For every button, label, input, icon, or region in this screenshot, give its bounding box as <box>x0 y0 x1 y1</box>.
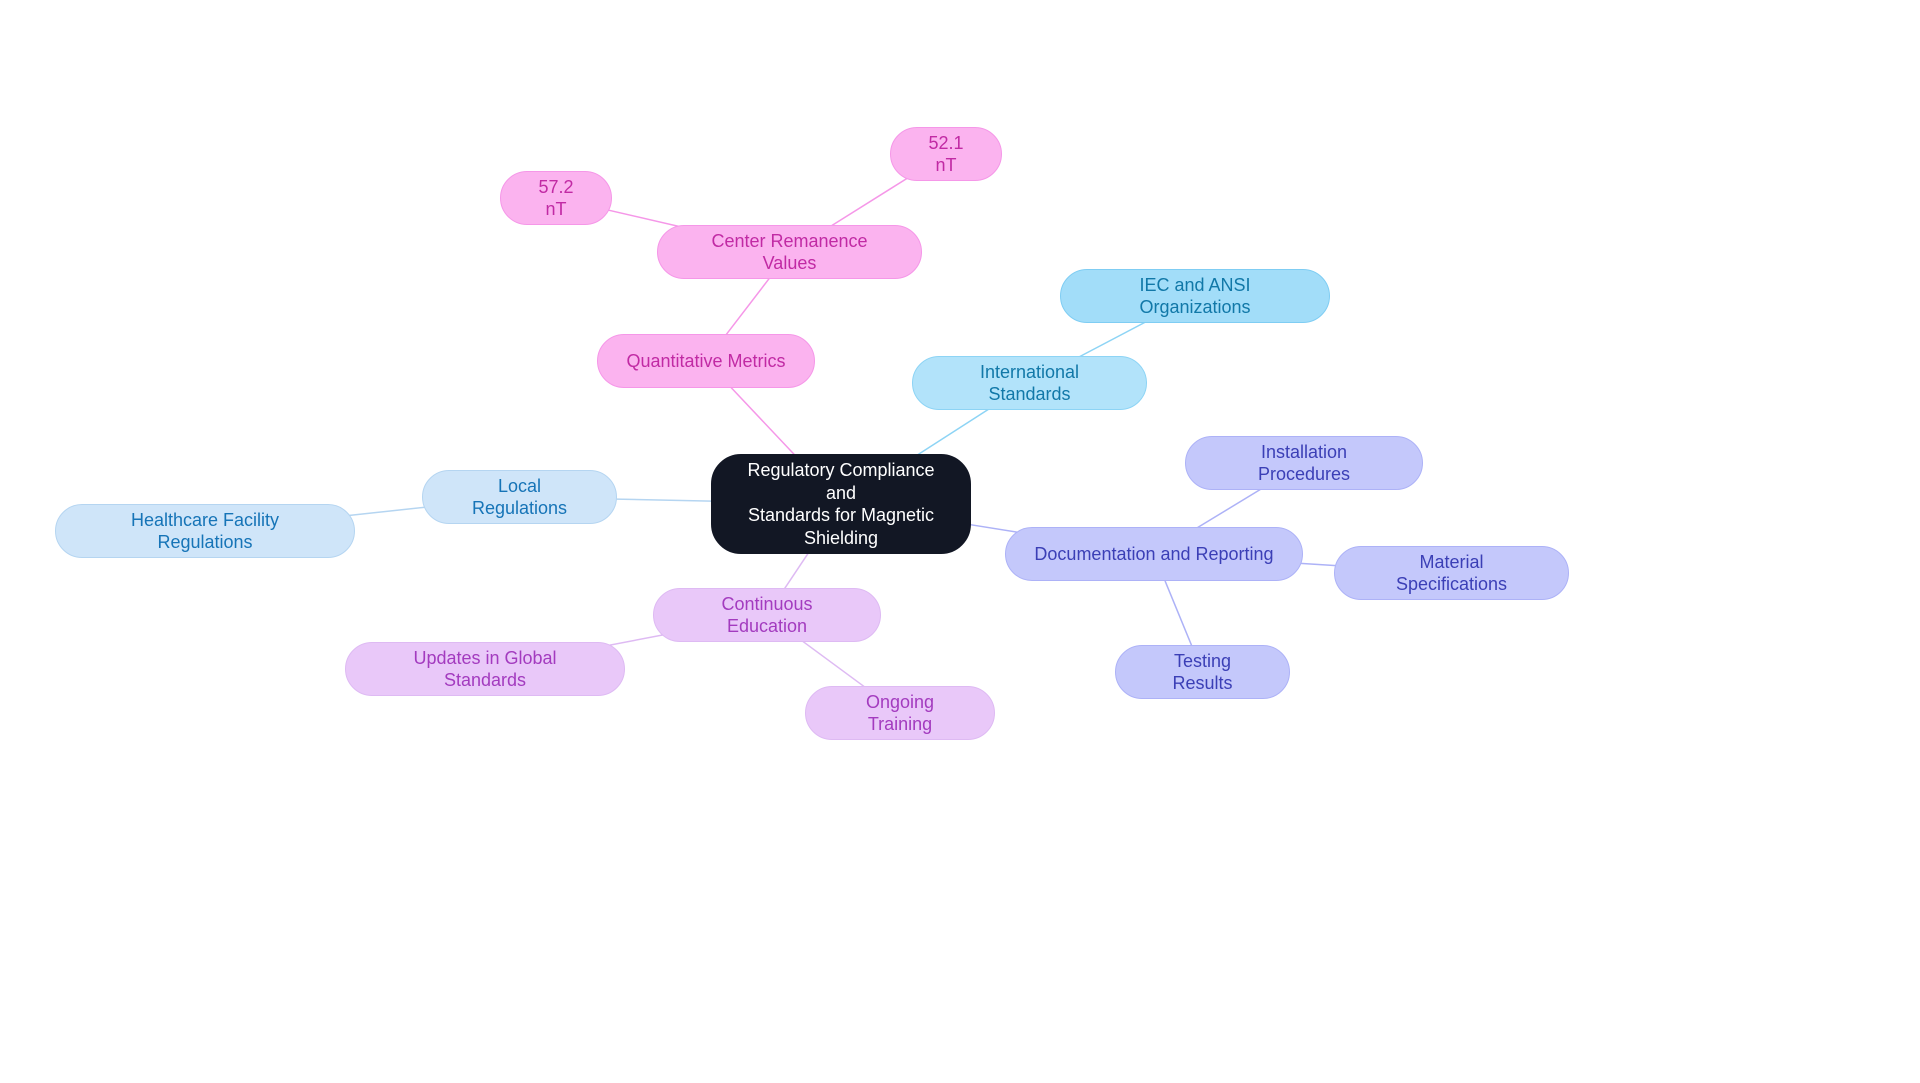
mindmap-node: Healthcare Facility Regulations <box>55 504 355 558</box>
center-node-label: Regulatory Compliance and Standards for … <box>732 459 950 549</box>
mindmap-node-label: 52.1 nT <box>919 132 973 177</box>
mindmap-node-label: Installation Procedures <box>1214 441 1394 486</box>
mindmap-edge <box>1077 321 1147 358</box>
mindmap-node-label: Ongoing Training <box>834 691 966 736</box>
mindmap-node: 57.2 nT <box>500 171 612 225</box>
mindmap-node: 52.1 nT <box>890 127 1002 181</box>
mindmap-node: Documentation and Reporting <box>1005 527 1303 581</box>
mindmap-edge <box>617 499 712 501</box>
mindmap-node-label: Quantitative Metrics <box>626 350 785 373</box>
mindmap-node: International Standards <box>912 356 1147 410</box>
mindmap-node: Material Specifications <box>1334 546 1569 600</box>
mindmap-node-label: Updates in Global Standards <box>374 647 596 692</box>
mindmap-node: Testing Results <box>1115 645 1290 699</box>
mindmap-edge <box>802 641 866 688</box>
mindmap-edge <box>731 387 797 457</box>
mindmap-node-label: Documentation and Reporting <box>1034 543 1273 566</box>
mindmap-node: Local Regulations <box>422 470 617 524</box>
mindmap-node-label: Center Remanence Values <box>686 230 893 275</box>
mindmap-node: Updates in Global Standards <box>345 642 625 696</box>
mindmap-node-label: Material Specifications <box>1363 551 1540 596</box>
mindmap-node-label: 57.2 nT <box>529 176 583 221</box>
center-node: Regulatory Compliance and Standards for … <box>711 454 971 554</box>
mindmap-node: Quantitative Metrics <box>597 334 815 388</box>
mindmap-node-label: Continuous Education <box>682 593 852 638</box>
mindmap-node-label: IEC and ANSI Organizations <box>1089 274 1301 319</box>
mindmap-edge <box>1197 488 1263 528</box>
mindmap-edge <box>726 279 769 335</box>
mindmap-node: Installation Procedures <box>1185 436 1423 490</box>
mindmap-edge <box>1165 581 1191 645</box>
mindmap-node-label: International Standards <box>941 361 1118 406</box>
mindmap-node-label: Testing Results <box>1144 650 1261 695</box>
mindmap-edge <box>831 175 912 226</box>
mindmap-node: Continuous Education <box>653 588 881 642</box>
mindmap-edge <box>785 552 809 588</box>
mindmap-node: Ongoing Training <box>805 686 995 740</box>
mindmap-node-label: Local Regulations <box>451 475 588 520</box>
mindmap-node: IEC and ANSI Organizations <box>1060 269 1330 323</box>
mindmap-node-label: Healthcare Facility Regulations <box>84 509 326 554</box>
mindmap-node: Center Remanence Values <box>657 225 922 279</box>
